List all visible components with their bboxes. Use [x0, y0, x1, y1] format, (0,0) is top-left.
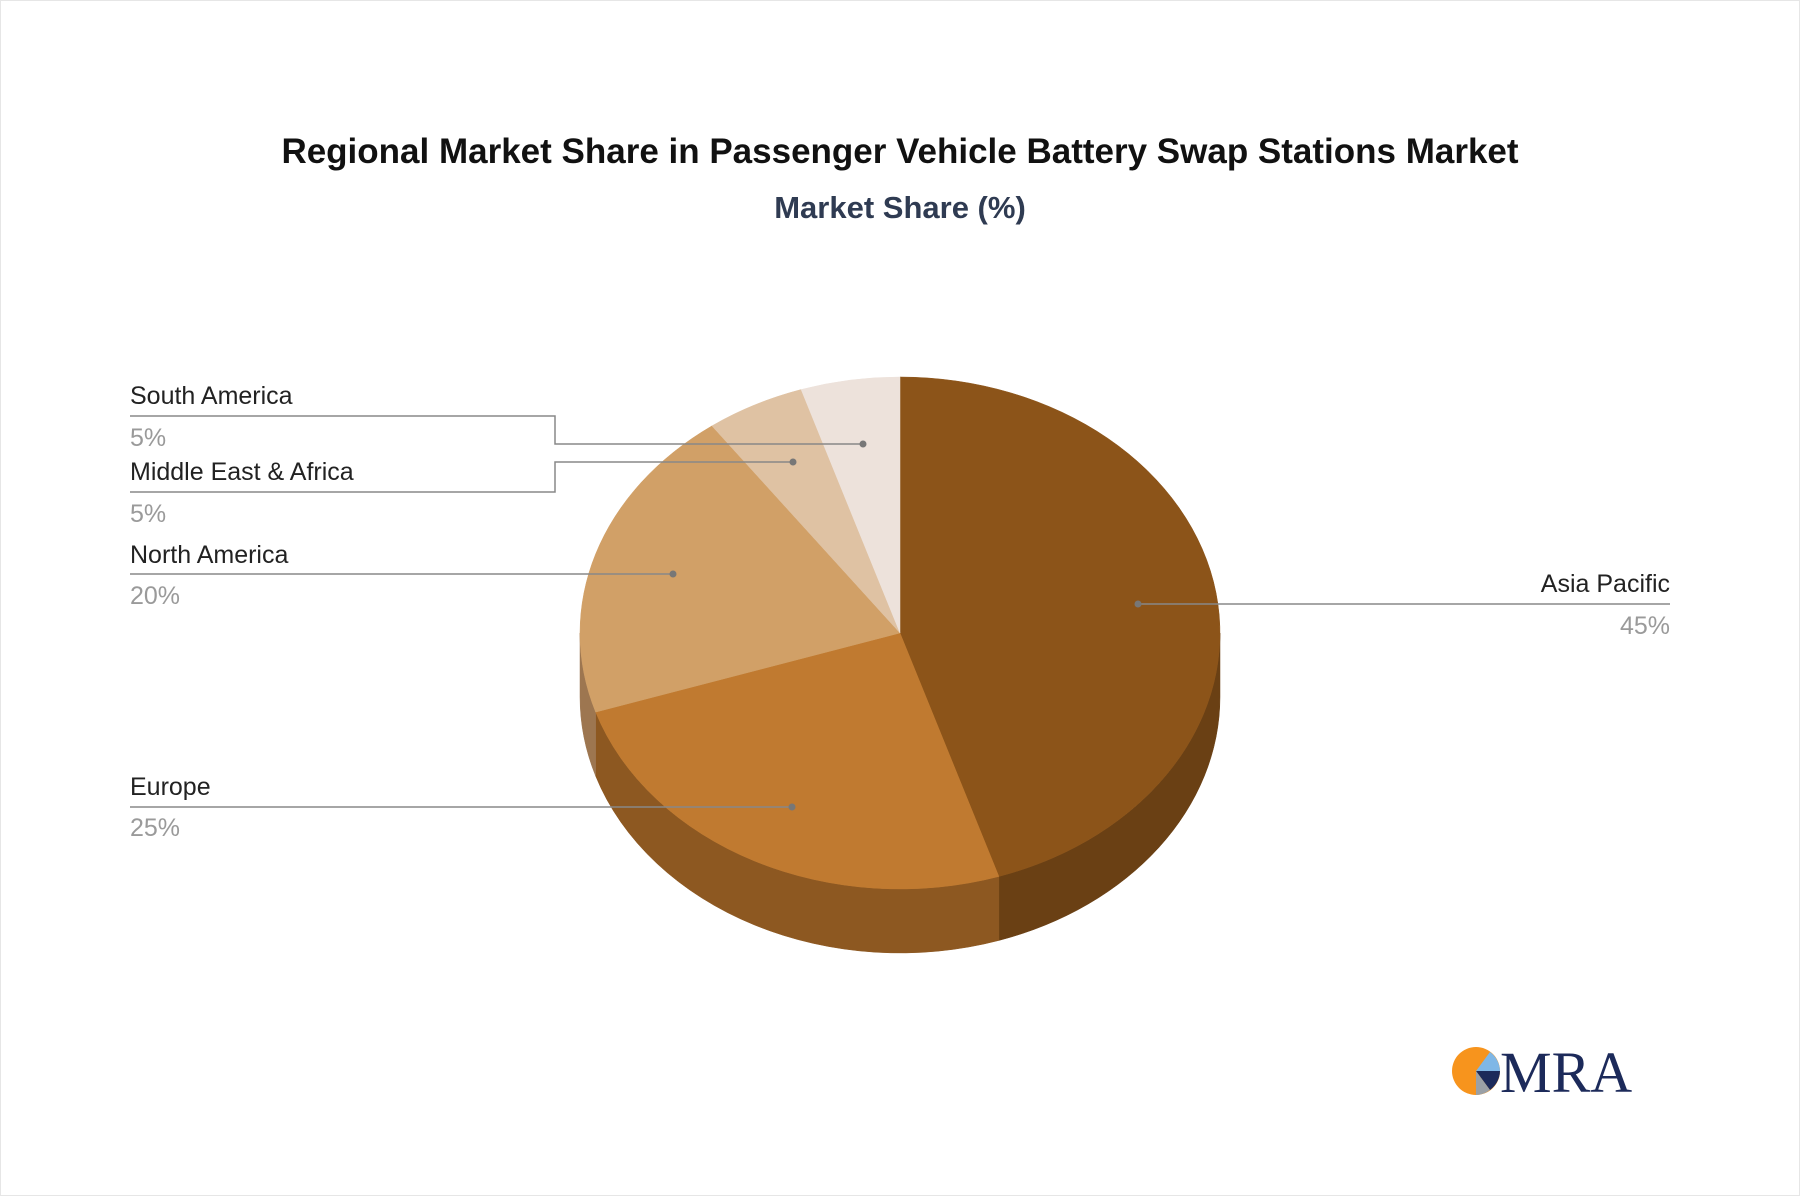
slice-value-asia-pacific: 45% — [1620, 612, 1670, 640]
slice-label-europe: Europe — [130, 773, 211, 801]
slice-value-north-america: 20% — [130, 582, 180, 610]
leader-line-south-america — [130, 415, 863, 445]
pie-slice-north-america — [579, 425, 901, 713]
mra-logo: MRA — [1452, 1040, 1632, 1100]
slice-label-north-america: North America — [130, 541, 288, 569]
leader-line-middle-east-and-africa — [130, 461, 793, 493]
slice-label-asia-pacific: Asia Pacific — [1541, 570, 1670, 598]
chart-subtitle: Market Share (%) — [774, 190, 1026, 225]
leader-dot-middle-east-and-africa — [789, 458, 797, 466]
pie-leaders — [130, 415, 1670, 811]
slice-value-south-america: 5% — [130, 424, 166, 452]
pie-slice-europe — [595, 632, 1000, 890]
pie-slice-asia-pacific — [899, 376, 1221, 877]
leader-dot-europe — [788, 803, 796, 811]
logo-mark-icon — [1452, 1047, 1500, 1095]
slice-label-middle-east-and-africa: Middle East & Africa — [130, 458, 354, 486]
pie-slice-south-america — [800, 376, 901, 634]
slice-value-middle-east-and-africa: 5% — [130, 500, 166, 528]
pie-tops — [579, 376, 1221, 890]
leader-dot-north-america — [669, 570, 677, 578]
leader-dot-asia-pacific — [1134, 600, 1142, 608]
pie-labels: Asia Pacific 45% Europe 25% North America 20%… — [130, 382, 1670, 842]
slice-label-south-america: South America — [130, 382, 293, 410]
logo-text: MRA — [1500, 1040, 1632, 1100]
slice-value-europe: 25% — [130, 814, 180, 842]
chart-title: Regional Market Share in Passenger Vehic… — [281, 132, 1519, 171]
leader-dot-south-america — [859, 440, 867, 448]
